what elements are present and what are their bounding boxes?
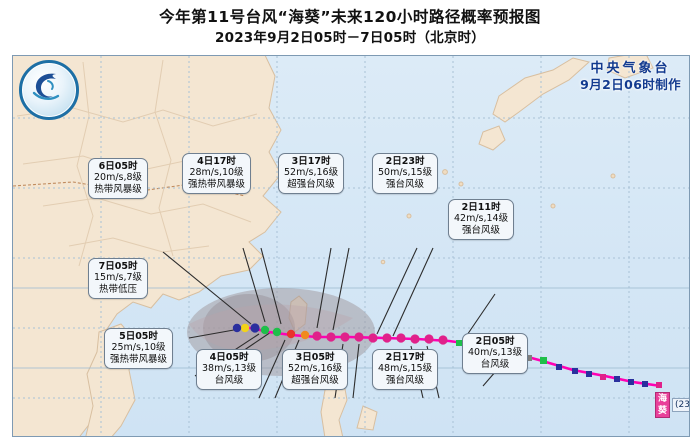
callout-time: 4日05时 bbox=[209, 352, 249, 363]
callout-time: 6日05时 bbox=[98, 161, 138, 172]
storm-name-label: 海葵 bbox=[655, 392, 671, 418]
callout-time: 5日05时 bbox=[119, 331, 158, 342]
forecast-callout-2日17时[interactable]: 2日17时 48m/s,15级 强台风级 bbox=[372, 349, 439, 391]
callout-time: 2日11时 bbox=[461, 202, 501, 213]
forecast-callout-2日11时[interactable]: 2日11时 42m/s,14级 强台风级 bbox=[448, 199, 515, 241]
callout-grade: 强台风级 bbox=[386, 374, 425, 386]
agency-credit: 中央气象台 9月2日06时制作 bbox=[580, 60, 681, 93]
callout-grade: 热带低压 bbox=[99, 283, 138, 295]
callout-grade: 强台风级 bbox=[386, 178, 425, 190]
callout-time: 3日05时 bbox=[295, 352, 335, 363]
callout-wind: 20m/s,8级 bbox=[94, 172, 143, 184]
forecast-callout-7日05时[interactable]: 7日05时 15m/s,7级 热带低压 bbox=[88, 258, 149, 300]
forecast-callout-5日05时[interactable]: 5日05时 25m/s,10级 强热带风暴级 bbox=[104, 328, 174, 370]
callout-time: 4日17时 bbox=[197, 156, 236, 167]
callout-grade: 强台风级 bbox=[462, 224, 501, 236]
callout-grade: 台风级 bbox=[214, 374, 244, 386]
forecast-map[interactable]: 中央气象台 9月2日06时制作 海葵 (2311) bbox=[12, 55, 690, 437]
land-layer bbox=[13, 56, 654, 436]
forecast-callout-6日05时[interactable]: 6日05时 20m/s,8级 热带风暴级 bbox=[88, 158, 149, 200]
storm-number-label: (2311) bbox=[672, 398, 689, 412]
callout-wind: 38m/s,13级 bbox=[202, 363, 257, 375]
callout-wind: 50m/s,15级 bbox=[378, 167, 433, 179]
callout-wind: 40m/s,13级 bbox=[468, 347, 523, 359]
callout-time: 7日05时 bbox=[98, 261, 138, 272]
title-primary: 今年第11号台风“海葵”未来120小时路径概率预报图 bbox=[159, 8, 541, 26]
callout-time: 3日17时 bbox=[291, 156, 331, 167]
forecast-callout-3日05时[interactable]: 3日05时 52m/s,16级 超强台风级 bbox=[282, 349, 349, 391]
issue-time: 9月2日06时制作 bbox=[580, 77, 681, 92]
callout-grade: 超强台风级 bbox=[291, 374, 339, 386]
callout-time: 2日23时 bbox=[385, 156, 425, 167]
callout-grade: 强热带风暴级 bbox=[188, 178, 246, 190]
callout-wind: 28m/s,10级 bbox=[189, 167, 244, 179]
forecast-callout-2日23时[interactable]: 2日23时 50m/s,15级 强台风级 bbox=[372, 153, 439, 195]
typhoon-track-layer[interactable] bbox=[13, 56, 689, 436]
page-title: 今年第11号台风“海葵”未来120小时路径概率预报图 2023年9月2日05时－… bbox=[0, 6, 700, 48]
callout-grade: 热带风暴级 bbox=[94, 183, 142, 195]
forecast-callout-4日05时[interactable]: 4日05时 38m/s,13级 台风级 bbox=[196, 349, 263, 391]
callout-wind: 52m/s,16级 bbox=[288, 363, 343, 375]
forecast-callout-3日17时[interactable]: 3日17时 52m/s,16级 超强台风级 bbox=[278, 153, 345, 195]
forecast-callout-2日05时[interactable]: 2日05时 40m/s,13级 台风级 bbox=[462, 333, 529, 375]
callout-wind: 15m/s,7级 bbox=[94, 272, 143, 284]
callout-wind: 52m/s,16级 bbox=[284, 167, 339, 179]
callout-wind: 48m/s,15级 bbox=[378, 363, 433, 375]
callout-grade: 台风级 bbox=[480, 358, 510, 370]
callout-grade: 强热带风暴级 bbox=[110, 353, 168, 365]
cma-dragon-logo-icon bbox=[19, 60, 79, 120]
callout-wind: 25m/s,10级 bbox=[111, 342, 166, 354]
callout-grade: 超强台风级 bbox=[287, 178, 335, 190]
storm-name-tag[interactable]: 海葵 (2311) bbox=[655, 392, 689, 418]
agency-name: 中央气象台 bbox=[590, 61, 671, 76]
forecast-callout-4日17时[interactable]: 4日17时 28m/s,10级 强热带风暴级 bbox=[182, 153, 252, 195]
callout-time: 2日05时 bbox=[475, 336, 515, 347]
callout-wind: 42m/s,14级 bbox=[454, 213, 509, 225]
callout-time: 2日17时 bbox=[385, 352, 425, 363]
title-secondary: 2023年9月2日05时－7日05时（北京时） bbox=[215, 30, 485, 46]
